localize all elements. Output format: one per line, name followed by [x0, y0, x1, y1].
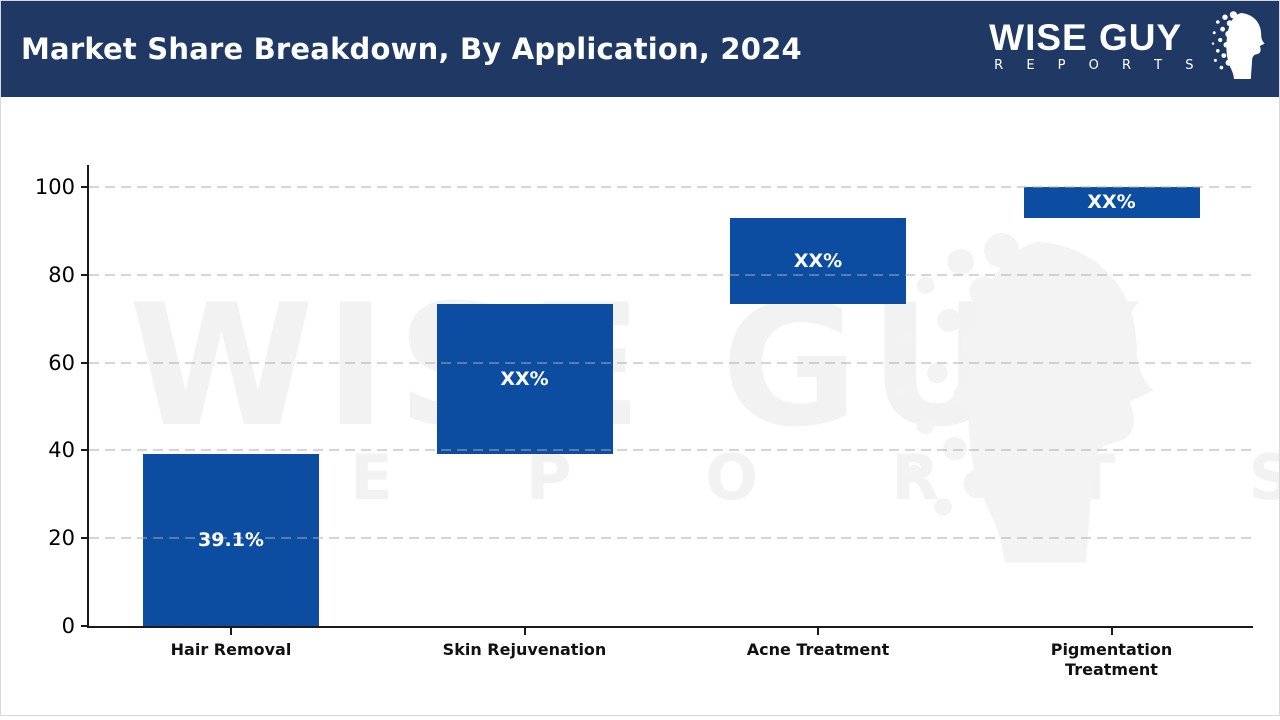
y-tick-label-60: 60 — [48, 350, 75, 375]
x-tick-hair-removal — [230, 628, 232, 635]
plot-area: WISE GUY R E P O R T S 0 20 40 60 80 100 39.1%… — [1, 97, 1279, 715]
y-tick-label-100: 100 — [34, 175, 75, 199]
bar-label-skin-rejuvenation: XX% — [500, 368, 549, 391]
header: Market Share Breakdown, By Application, … — [1, 1, 1279, 97]
x-tick-acne-treatment — [817, 628, 819, 635]
logo-wordmark: WISE GUY — [989, 16, 1183, 58]
y-tick-80 — [81, 273, 89, 276]
x-axis-spine — [87, 626, 1253, 628]
y-tick-label-20: 20 — [48, 526, 75, 551]
logo-text: WISE GUY R E P O R T S — [989, 16, 1203, 74]
y-axis-spine — [87, 165, 89, 628]
logo-face-icon — [1211, 11, 1265, 79]
gridline-40 — [89, 449, 1253, 452]
x-tick-pigmentation-treatment — [1110, 628, 1113, 635]
category-label-skin-rejuvenation: Skin Rejuvenation — [442, 640, 607, 659]
y-tick-100 — [81, 186, 89, 188]
gridline-80 — [89, 273, 1253, 276]
category-label-acne-treatment: Acne Treatment — [746, 640, 890, 659]
bar-pigmentation-treatment — [1023, 187, 1200, 218]
gridline-100 — [89, 186, 1253, 188]
wiseguy-logo: WISE GUY R E P O R T S — [989, 7, 1267, 85]
page-title: Market Share Breakdown, By Application, … — [21, 32, 802, 66]
category-label-pigmentation-treatment: Pigmentation Treatment — [1050, 640, 1173, 679]
watermark-face-icon — [896, 232, 1154, 563]
y-tick-20 — [81, 537, 89, 540]
category-label-hair-removal: Hair Removal — [170, 640, 292, 659]
y-tick-60 — [81, 361, 89, 364]
x-tick-skin-rejuvenation — [523, 628, 526, 635]
y-tick-label-0: 0 — [61, 614, 75, 638]
bar-label-acne-treatment: XX% — [793, 249, 843, 272]
gridline-20 — [89, 537, 1253, 540]
y-tick-0 — [81, 625, 89, 627]
bar-skin-rejuvenation — [436, 304, 613, 455]
bar-label-hair-removal: 39.1% — [198, 529, 264, 552]
logo-subtext: R E P O R T S — [994, 58, 1203, 74]
bar-label-pigmentation-treatment: XX% — [1087, 191, 1136, 214]
y-tick-label-40: 40 — [48, 438, 75, 463]
bar-hair-removal — [143, 454, 319, 626]
gridline-60 — [89, 361, 1253, 364]
y-tick-40 — [81, 449, 89, 452]
bar-acne-treatment — [730, 217, 906, 305]
y-tick-label-80: 80 — [48, 262, 75, 287]
